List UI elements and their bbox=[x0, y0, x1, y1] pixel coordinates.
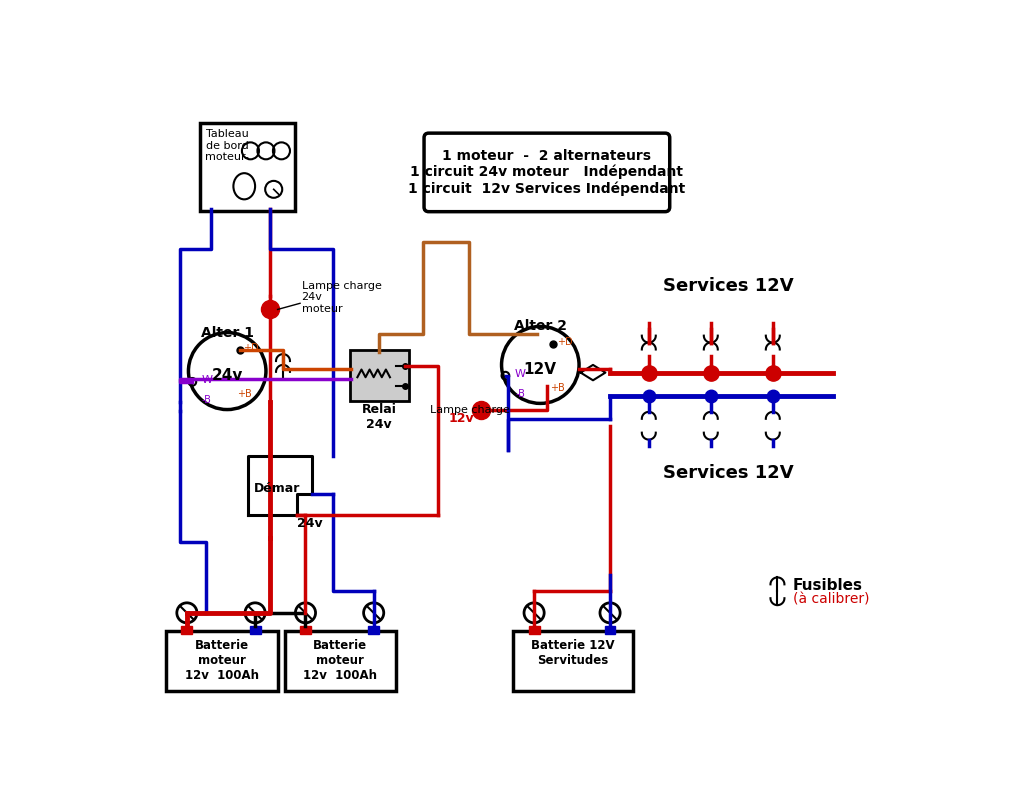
FancyBboxPatch shape bbox=[424, 133, 670, 211]
Text: -B: -B bbox=[515, 389, 525, 399]
Text: Batterie
moteur
12v  100Ah: Batterie moteur 12v 100Ah bbox=[184, 639, 259, 682]
Text: +D: +D bbox=[557, 337, 572, 347]
Bar bbox=[369, 626, 379, 634]
Text: 12v: 12v bbox=[449, 413, 474, 425]
Text: 24v: 24v bbox=[297, 517, 323, 529]
Text: W: W bbox=[202, 375, 213, 386]
FancyBboxPatch shape bbox=[285, 630, 396, 691]
Text: Tableau
de bord
moteur-: Tableau de bord moteur- bbox=[206, 130, 250, 162]
Text: Relai
24v: Relai 24v bbox=[361, 403, 396, 432]
Text: Batterie
moteur
12v  100Ah: Batterie moteur 12v 100Ah bbox=[303, 639, 378, 682]
Text: -B: -B bbox=[202, 395, 212, 405]
Text: Fusibles: Fusibles bbox=[793, 579, 863, 593]
Text: 24v: 24v bbox=[212, 368, 243, 383]
Text: Services 12V: Services 12V bbox=[664, 277, 794, 296]
Text: W: W bbox=[515, 369, 525, 379]
Bar bbox=[300, 626, 311, 634]
Text: Lampe charge
24v
moteur: Lampe charge 24v moteur bbox=[302, 281, 382, 314]
FancyBboxPatch shape bbox=[200, 123, 295, 211]
Text: Alter 2: Alter 2 bbox=[514, 320, 567, 333]
FancyBboxPatch shape bbox=[349, 351, 409, 401]
Text: 12V: 12V bbox=[524, 362, 557, 377]
Text: Lampe charge: Lampe charge bbox=[430, 405, 510, 414]
Text: (à calibrer): (à calibrer) bbox=[793, 593, 869, 607]
Text: +D: +D bbox=[244, 343, 259, 353]
Text: +B: +B bbox=[550, 383, 565, 393]
FancyBboxPatch shape bbox=[513, 630, 633, 691]
Text: Démar: Démar bbox=[254, 482, 300, 494]
Bar bbox=[250, 626, 260, 634]
Text: Batterie 12V
Servitudes: Batterie 12V Servitudes bbox=[531, 639, 614, 682]
Text: +B: +B bbox=[237, 390, 252, 399]
Text: Alter 1: Alter 1 bbox=[201, 326, 254, 339]
Bar bbox=[604, 626, 615, 634]
Bar bbox=[181, 626, 193, 634]
Text: Services 12V: Services 12V bbox=[664, 463, 794, 482]
Bar bbox=[528, 626, 540, 634]
FancyBboxPatch shape bbox=[166, 630, 278, 691]
Text: 1 moteur  -  2 alternateurs
1 circuit 24v moteur   Indépendant
1 circuit  12v Se: 1 moteur - 2 alternateurs 1 circuit 24v … bbox=[408, 149, 685, 196]
